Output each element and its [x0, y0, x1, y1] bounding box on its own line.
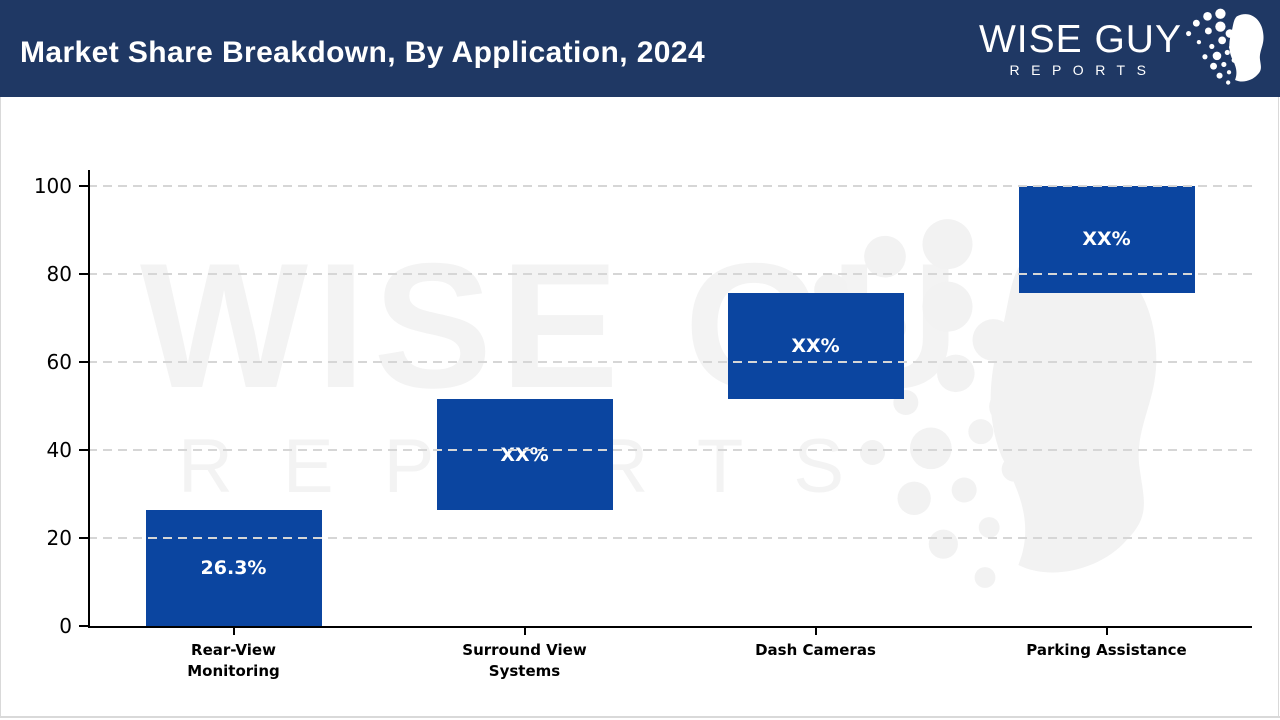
y-tick-80 [79, 273, 88, 275]
figure-border-left [0, 97, 1, 717]
x-category-label-1: Rear-View Monitoring [187, 641, 280, 680]
chart-title: Market Share Breakdown, By Application, … [20, 35, 706, 69]
figure-border-bottom [0, 716, 1280, 718]
figure-border-right [1278, 97, 1279, 717]
header-bar: Market Share Breakdown, By Application, … [0, 0, 1280, 97]
waterfall-bar-1: 26.3% [145, 510, 322, 626]
y-tick-20 [79, 537, 88, 539]
x-tick-1 [232, 628, 235, 635]
x-category-label-3: Dash Cameras [755, 641, 876, 659]
logo-face-icon [1186, 8, 1264, 85]
gridline-80 [88, 273, 1252, 275]
bar-value-label-3: XX% [791, 335, 840, 358]
gridline-20 [88, 537, 1252, 539]
bar-value-label-1: 26.3% [200, 557, 267, 580]
x-category-label-2: Surround View Systems [462, 641, 587, 680]
logo-subtitle: REPORTS [1009, 61, 1158, 78]
gridline-60 [88, 361, 1252, 363]
wiseguy-logo: WISE GUY REPORTS [979, 7, 1266, 91]
y-axis-line [88, 170, 90, 628]
gridline-40 [88, 449, 1252, 451]
waterfall-bar-4: XX% [1018, 186, 1195, 293]
waterfall-bar-3: XX% [727, 292, 904, 400]
waterfall-bar-2: XX% [436, 399, 613, 511]
y-tick-label-0: 0 [59, 614, 72, 638]
x-tick-2 [523, 628, 526, 635]
y-tick-100 [79, 185, 88, 187]
bar-value-label-4: XX% [1082, 228, 1131, 251]
y-tick-label-20: 20 [46, 526, 72, 550]
logo-name: WISE GUY [978, 17, 1182, 61]
bar-value-label-2: XX% [500, 443, 549, 466]
chart-area: WISE GU REPORTS 02040608010026.3%XX%XX%X… [0, 97, 1280, 720]
y-tick-0 [79, 625, 88, 627]
y-tick-label-80: 80 [46, 262, 72, 286]
x-axis-line [88, 626, 1252, 628]
x-tick-3 [814, 628, 817, 635]
y-tick-label-100: 100 [33, 174, 72, 198]
y-tick-60 [79, 361, 88, 363]
y-tick-40 [79, 449, 88, 451]
y-tick-label-40: 40 [46, 438, 72, 462]
x-tick-4 [1105, 628, 1108, 635]
gridline-100 [88, 185, 1252, 187]
x-category-label-4: Parking Assistance [1026, 641, 1187, 659]
y-tick-label-60: 60 [46, 350, 72, 374]
